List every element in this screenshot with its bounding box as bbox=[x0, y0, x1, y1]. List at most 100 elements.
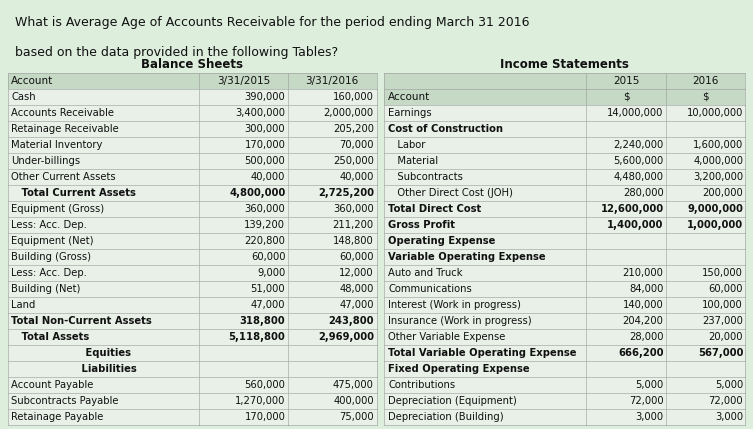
Text: 139,200: 139,200 bbox=[244, 220, 285, 230]
Text: 220,800: 220,800 bbox=[245, 236, 285, 246]
Text: 40,000: 40,000 bbox=[340, 172, 373, 182]
Text: Other Direct Cost (JOH): Other Direct Cost (JOH) bbox=[388, 188, 513, 198]
Text: Account: Account bbox=[388, 92, 430, 102]
Text: Auto and Truck: Auto and Truck bbox=[388, 268, 462, 278]
Text: Land: Land bbox=[11, 300, 35, 310]
Text: Building (Net): Building (Net) bbox=[11, 284, 81, 294]
Text: 70,000: 70,000 bbox=[340, 140, 373, 150]
Text: 1,000,000: 1,000,000 bbox=[687, 220, 743, 230]
Text: Earnings: Earnings bbox=[388, 108, 431, 118]
Text: 205,200: 205,200 bbox=[333, 124, 373, 134]
Text: 40,000: 40,000 bbox=[251, 172, 285, 182]
Text: Other Current Assets: Other Current Assets bbox=[11, 172, 116, 182]
Text: 100,000: 100,000 bbox=[703, 300, 743, 310]
Text: Fixed Operating Expense: Fixed Operating Expense bbox=[388, 364, 529, 374]
Text: Less: Acc. Dep.: Less: Acc. Dep. bbox=[11, 220, 87, 230]
Text: 390,000: 390,000 bbox=[245, 92, 285, 102]
Text: 1,400,000: 1,400,000 bbox=[607, 220, 663, 230]
Text: Depreciation (Building): Depreciation (Building) bbox=[388, 412, 504, 422]
Text: 360,000: 360,000 bbox=[333, 204, 373, 214]
Text: 400,000: 400,000 bbox=[334, 396, 373, 406]
Text: Liabilities: Liabilities bbox=[71, 364, 136, 374]
Text: 500,000: 500,000 bbox=[245, 156, 285, 166]
Text: Depreciation (Equipment): Depreciation (Equipment) bbox=[388, 396, 517, 406]
Text: 160,000: 160,000 bbox=[333, 92, 373, 102]
Text: 140,000: 140,000 bbox=[623, 300, 663, 310]
Text: 150,000: 150,000 bbox=[703, 268, 743, 278]
Text: 3,400,000: 3,400,000 bbox=[235, 108, 285, 118]
Text: 475,000: 475,000 bbox=[333, 380, 373, 390]
Text: 204,200: 204,200 bbox=[623, 316, 663, 326]
Text: Total Direct Cost: Total Direct Cost bbox=[388, 204, 481, 214]
Text: Balance Sheets: Balance Sheets bbox=[141, 58, 243, 71]
Text: 237,000: 237,000 bbox=[703, 316, 743, 326]
Text: 75,000: 75,000 bbox=[339, 412, 373, 422]
Text: 5,000: 5,000 bbox=[715, 380, 743, 390]
Text: 1,600,000: 1,600,000 bbox=[693, 140, 743, 150]
Text: Retainage Payable: Retainage Payable bbox=[11, 412, 104, 422]
Text: 60,000: 60,000 bbox=[340, 252, 373, 262]
Text: Cost of Construction: Cost of Construction bbox=[388, 124, 503, 134]
Text: 60,000: 60,000 bbox=[709, 284, 743, 294]
Text: 60,000: 60,000 bbox=[251, 252, 285, 262]
Text: 567,000: 567,000 bbox=[698, 348, 743, 358]
Text: 210,000: 210,000 bbox=[623, 268, 663, 278]
Text: Subcontracts: Subcontracts bbox=[388, 172, 463, 182]
Text: Subcontracts Payable: Subcontracts Payable bbox=[11, 396, 119, 406]
Text: Total Variable Operating Expense: Total Variable Operating Expense bbox=[388, 348, 577, 358]
Text: 47,000: 47,000 bbox=[340, 300, 373, 310]
Text: 250,000: 250,000 bbox=[333, 156, 373, 166]
Text: 3/31/2015: 3/31/2015 bbox=[217, 76, 270, 86]
Text: Equities: Equities bbox=[75, 348, 132, 358]
Text: 4,800,000: 4,800,000 bbox=[229, 188, 285, 198]
Text: 4,480,000: 4,480,000 bbox=[614, 172, 663, 182]
Text: Variable Operating Expense: Variable Operating Expense bbox=[388, 252, 546, 262]
Text: Accounts Receivable: Accounts Receivable bbox=[11, 108, 114, 118]
Text: Building (Gross): Building (Gross) bbox=[11, 252, 91, 262]
Text: 28,000: 28,000 bbox=[629, 332, 663, 342]
Text: 200,000: 200,000 bbox=[703, 188, 743, 198]
Text: Total Non-Current Assets: Total Non-Current Assets bbox=[11, 316, 152, 326]
Text: 2,000,000: 2,000,000 bbox=[324, 108, 373, 118]
Text: 560,000: 560,000 bbox=[245, 380, 285, 390]
Text: 51,000: 51,000 bbox=[251, 284, 285, 294]
Text: 148,800: 148,800 bbox=[333, 236, 373, 246]
Text: Total Assets: Total Assets bbox=[11, 332, 90, 342]
Text: 5,118,800: 5,118,800 bbox=[229, 332, 285, 342]
Text: Labor: Labor bbox=[388, 140, 425, 150]
Text: Account: Account bbox=[11, 76, 53, 86]
Text: Material: Material bbox=[388, 156, 438, 166]
Text: 3,000: 3,000 bbox=[636, 412, 663, 422]
Text: 280,000: 280,000 bbox=[623, 188, 663, 198]
Text: 318,800: 318,800 bbox=[239, 316, 285, 326]
Text: 243,800: 243,800 bbox=[328, 316, 373, 326]
Text: 2,969,000: 2,969,000 bbox=[318, 332, 373, 342]
Text: 14,000,000: 14,000,000 bbox=[607, 108, 663, 118]
Text: 20,000: 20,000 bbox=[709, 332, 743, 342]
Text: 84,000: 84,000 bbox=[630, 284, 663, 294]
Text: Operating Expense: Operating Expense bbox=[388, 236, 495, 246]
Text: 211,200: 211,200 bbox=[333, 220, 373, 230]
Text: Material Inventory: Material Inventory bbox=[11, 140, 102, 150]
Text: Equipment (Net): Equipment (Net) bbox=[11, 236, 94, 246]
Text: Communications: Communications bbox=[388, 284, 472, 294]
Text: 2015: 2015 bbox=[613, 76, 639, 86]
Text: 5,000: 5,000 bbox=[636, 380, 663, 390]
Text: 4,000,000: 4,000,000 bbox=[693, 156, 743, 166]
Text: Interest (Work in progress): Interest (Work in progress) bbox=[388, 300, 521, 310]
Text: 10,000,000: 10,000,000 bbox=[687, 108, 743, 118]
Text: 170,000: 170,000 bbox=[245, 140, 285, 150]
Text: 360,000: 360,000 bbox=[245, 204, 285, 214]
Text: 3/31/2016: 3/31/2016 bbox=[306, 76, 359, 86]
Text: Gross Profit: Gross Profit bbox=[388, 220, 455, 230]
Text: Contributions: Contributions bbox=[388, 380, 456, 390]
Text: 12,600,000: 12,600,000 bbox=[600, 204, 663, 214]
Text: 9,000,000: 9,000,000 bbox=[687, 204, 743, 214]
Text: Cash: Cash bbox=[11, 92, 36, 102]
Text: 72,000: 72,000 bbox=[709, 396, 743, 406]
Text: $: $ bbox=[703, 92, 709, 102]
Text: 5,600,000: 5,600,000 bbox=[613, 156, 663, 166]
Text: Income Statements: Income Statements bbox=[500, 58, 630, 71]
Text: 3,000: 3,000 bbox=[715, 412, 743, 422]
Text: 666,200: 666,200 bbox=[618, 348, 663, 358]
